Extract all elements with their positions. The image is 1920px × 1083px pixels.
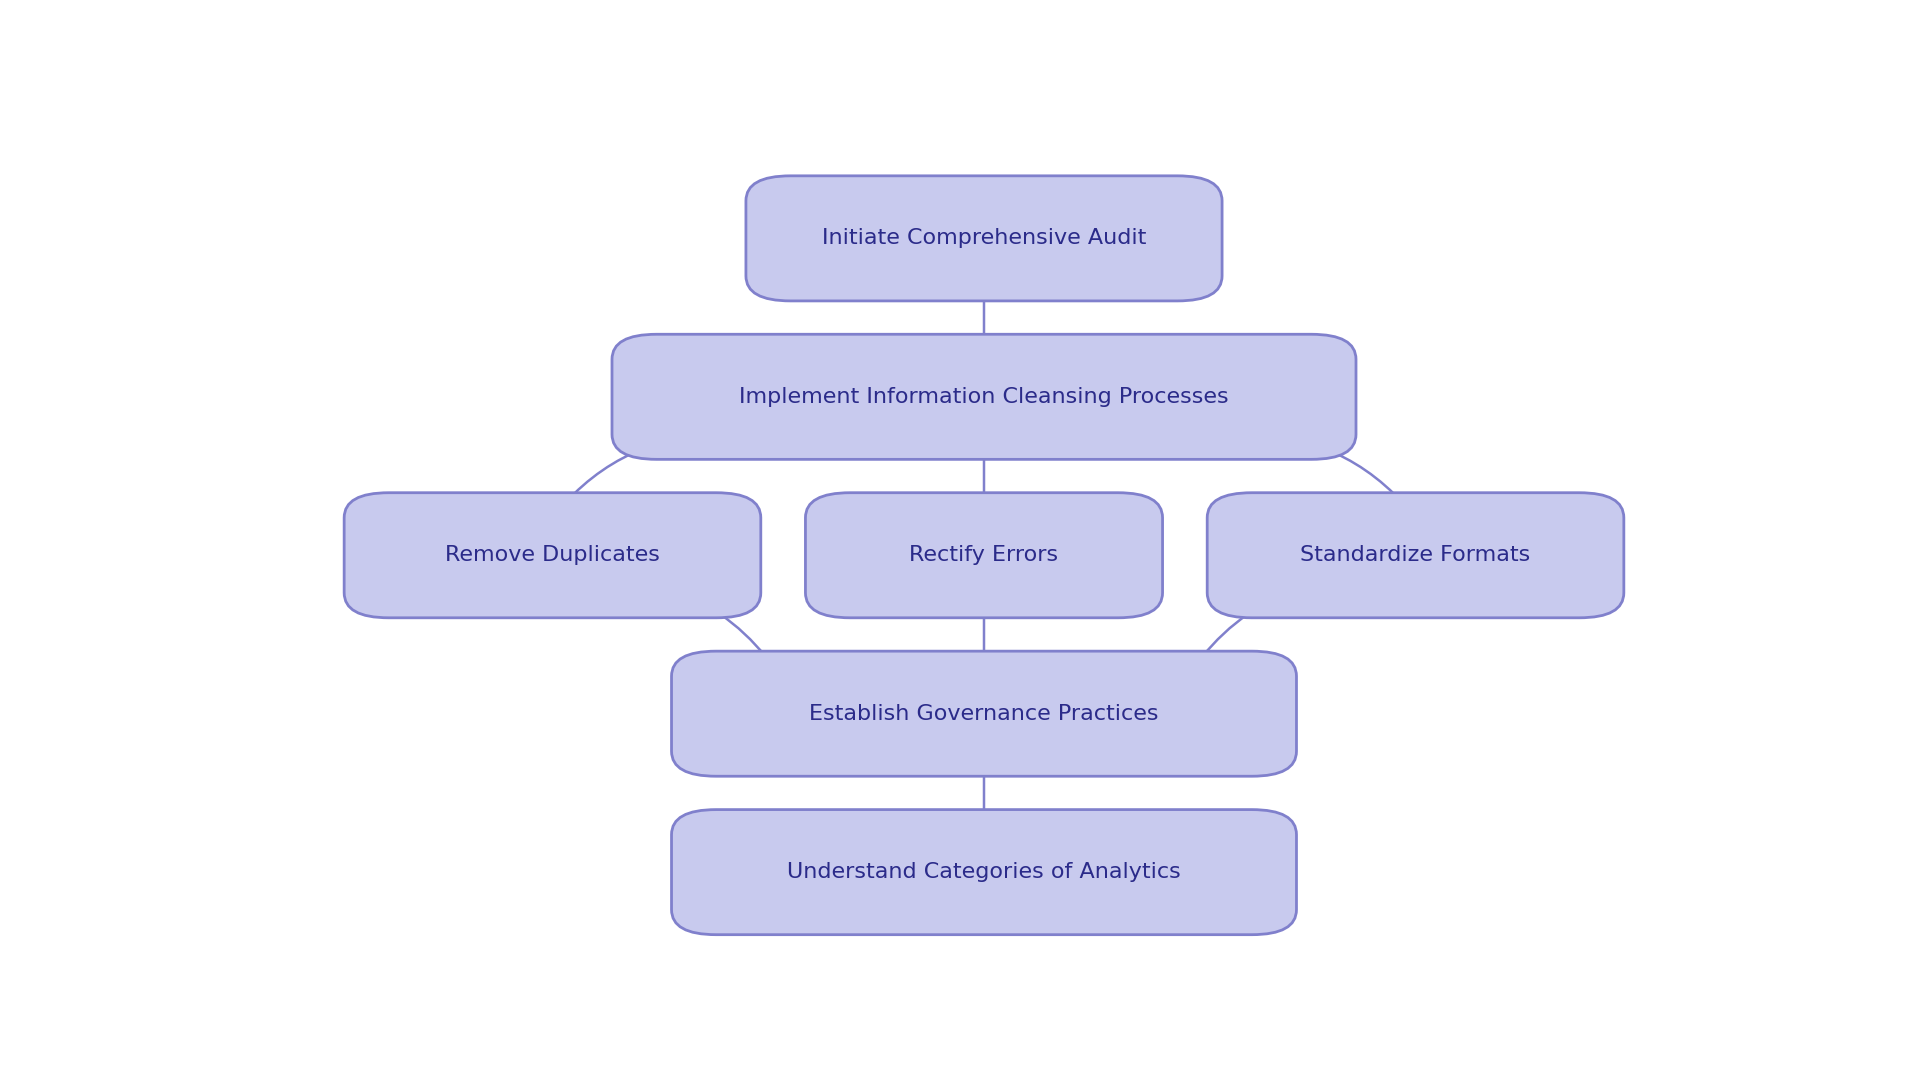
Text: Understand Categories of Analytics: Understand Categories of Analytics xyxy=(787,862,1181,883)
Text: Remove Duplicates: Remove Duplicates xyxy=(445,545,660,565)
FancyArrowPatch shape xyxy=(979,438,989,512)
FancyBboxPatch shape xyxy=(672,651,1296,777)
FancyBboxPatch shape xyxy=(612,335,1356,459)
FancyBboxPatch shape xyxy=(806,493,1162,617)
FancyArrowPatch shape xyxy=(557,434,732,513)
FancyArrowPatch shape xyxy=(1190,584,1413,671)
Text: Rectify Errors: Rectify Errors xyxy=(910,545,1058,565)
Text: Initiate Comprehensive Audit: Initiate Comprehensive Audit xyxy=(822,229,1146,248)
FancyArrowPatch shape xyxy=(1236,434,1411,513)
FancyBboxPatch shape xyxy=(344,493,760,617)
Text: Standardize Formats: Standardize Formats xyxy=(1300,545,1530,565)
FancyArrowPatch shape xyxy=(979,278,989,354)
Text: Implement Information Cleansing Processes: Implement Information Cleansing Processe… xyxy=(739,387,1229,407)
FancyBboxPatch shape xyxy=(672,810,1296,935)
FancyArrowPatch shape xyxy=(979,754,989,830)
FancyArrowPatch shape xyxy=(555,584,778,671)
FancyBboxPatch shape xyxy=(1208,493,1624,617)
Text: Establish Governance Practices: Establish Governance Practices xyxy=(808,704,1160,723)
FancyBboxPatch shape xyxy=(745,175,1221,301)
FancyArrowPatch shape xyxy=(979,596,989,670)
